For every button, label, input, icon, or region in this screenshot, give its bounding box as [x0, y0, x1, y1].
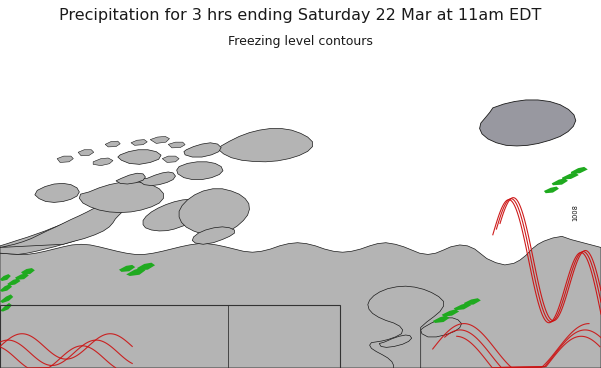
Polygon shape: [433, 316, 450, 323]
Polygon shape: [184, 143, 221, 157]
Polygon shape: [143, 199, 207, 231]
Polygon shape: [131, 139, 147, 145]
Polygon shape: [118, 150, 161, 164]
Polygon shape: [0, 214, 111, 254]
Polygon shape: [139, 172, 175, 185]
Polygon shape: [0, 303, 12, 312]
Polygon shape: [78, 150, 94, 156]
Polygon shape: [562, 173, 579, 180]
Polygon shape: [15, 273, 29, 280]
Polygon shape: [119, 265, 135, 272]
Polygon shape: [571, 167, 588, 174]
Polygon shape: [454, 303, 471, 310]
Polygon shape: [105, 141, 120, 147]
Polygon shape: [0, 294, 13, 303]
Polygon shape: [168, 142, 185, 148]
Polygon shape: [379, 335, 412, 347]
Polygon shape: [0, 274, 11, 281]
Polygon shape: [137, 263, 155, 270]
Polygon shape: [0, 284, 12, 292]
Polygon shape: [421, 318, 462, 337]
Polygon shape: [177, 162, 223, 180]
Polygon shape: [552, 178, 568, 185]
Polygon shape: [57, 156, 73, 162]
Text: Freezing level contours: Freezing level contours: [228, 35, 373, 48]
Polygon shape: [150, 137, 169, 144]
Polygon shape: [0, 193, 141, 247]
Text: 1008: 1008: [573, 204, 579, 221]
Polygon shape: [93, 158, 113, 166]
Polygon shape: [126, 268, 145, 276]
Polygon shape: [544, 187, 559, 193]
Polygon shape: [192, 227, 234, 244]
Polygon shape: [0, 236, 601, 368]
Polygon shape: [21, 268, 35, 274]
Polygon shape: [179, 189, 249, 236]
Polygon shape: [7, 279, 20, 286]
Polygon shape: [116, 173, 145, 184]
Polygon shape: [219, 128, 313, 162]
Polygon shape: [480, 100, 576, 146]
Bar: [0, 305, 340, 368]
Polygon shape: [442, 309, 459, 316]
Polygon shape: [368, 286, 444, 368]
Polygon shape: [464, 298, 481, 305]
Polygon shape: [35, 183, 79, 202]
Text: Precipitation for 3 hrs ending Saturday 22 Mar at 11am EDT: Precipitation for 3 hrs ending Saturday …: [59, 8, 542, 23]
Polygon shape: [79, 181, 163, 213]
Polygon shape: [162, 156, 179, 162]
